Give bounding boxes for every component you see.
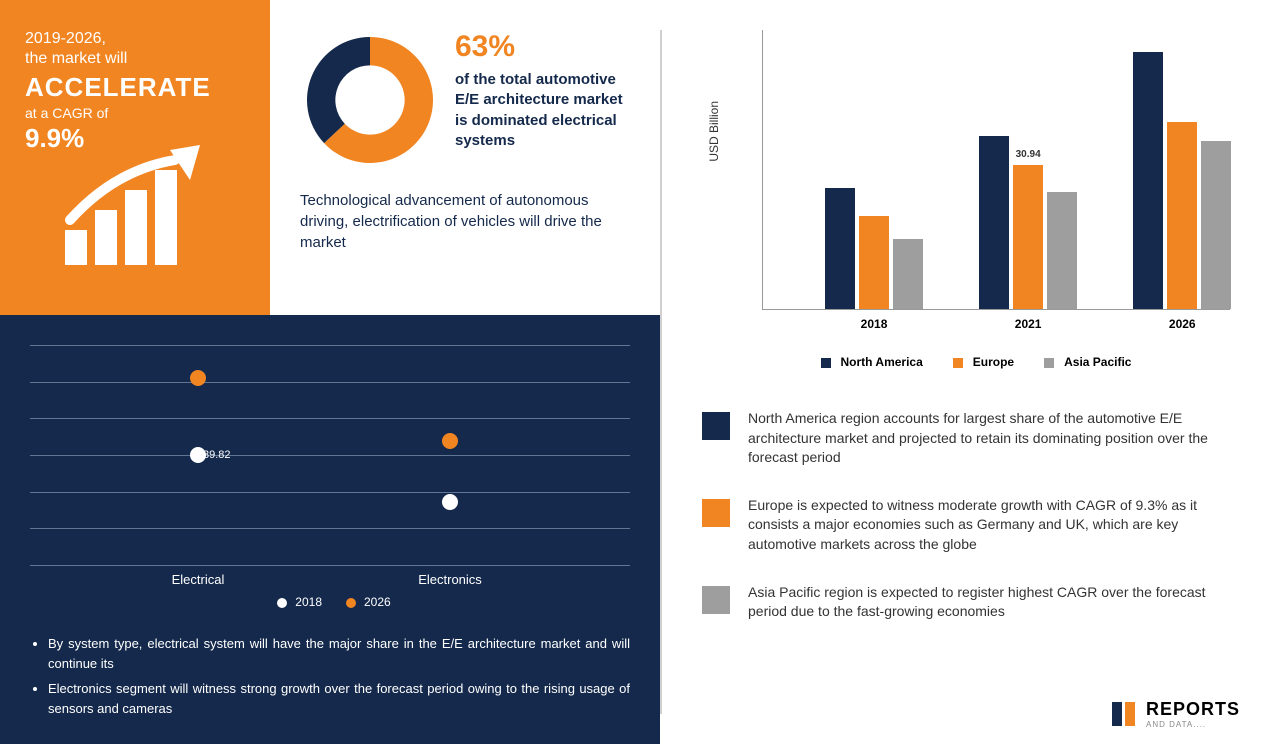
lollipop-point — [190, 370, 206, 386]
region-text: Asia Pacific region is expected to regis… — [748, 583, 1240, 622]
legend-item: Asia Pacific — [1034, 355, 1131, 369]
legend-item: 2026 — [338, 595, 391, 609]
bar-xlabel: 2026 — [1169, 317, 1196, 331]
logo-main: REPORTS — [1146, 699, 1240, 720]
bar — [1133, 52, 1163, 309]
legend-item: Europe — [943, 355, 1014, 369]
logo-icon — [1112, 702, 1140, 726]
region-text: North America region accounts for larges… — [748, 409, 1240, 468]
donut-text: 63% of the total automotive E/E architec… — [455, 30, 630, 151]
lollipop-value-label: 39.82 — [203, 449, 231, 461]
infographic-root: 2019-2026, the market will ACCELERATE at… — [0, 0, 1280, 744]
bar — [859, 216, 889, 309]
lollipop-point — [442, 494, 458, 510]
region-color-icon — [702, 412, 730, 440]
bar — [979, 136, 1009, 309]
lollipop-category: Electronics — [418, 572, 482, 587]
bar-group: 30.942021 — [973, 136, 1083, 309]
bar — [1201, 141, 1231, 309]
logo-sub: AND DATA.... — [1146, 720, 1240, 729]
region-color-icon — [702, 586, 730, 614]
bullet-item: Electronics segment will witness strong … — [48, 679, 630, 718]
donut-chart — [300, 30, 440, 170]
region-item: Asia Pacific region is expected to regis… — [702, 583, 1240, 622]
region-list: North America region accounts for larges… — [702, 409, 1240, 622]
tech-note: Technological advancement of autonomous … — [300, 190, 630, 253]
bullet-item: By system type, electrical system will h… — [48, 634, 630, 673]
period-text: 2019-2026, — [25, 30, 245, 48]
growth-arrow-icon — [55, 140, 215, 275]
legend-item: 2018 — [269, 595, 322, 609]
bar-xlabel: 2021 — [1015, 317, 1042, 331]
donut-percent: 63% — [455, 30, 630, 64]
logo-text-wrap: REPORTS AND DATA.... — [1146, 699, 1240, 729]
bar: 30.94 — [1013, 165, 1043, 309]
region-item: North America region accounts for larges… — [702, 409, 1240, 468]
right-column: USD Billion 201830.9420212026 North Amer… — [662, 0, 1280, 744]
lollipop-category: Electrical — [172, 572, 225, 587]
legend-item: North America — [811, 355, 923, 369]
region-item: Europe is expected to witness moderate g… — [702, 496, 1240, 555]
donut-panel: 63% of the total automotive E/E architec… — [270, 0, 660, 315]
donut-row: 63% of the total automotive E/E architec… — [300, 30, 630, 170]
lollipop-chart: 39.82ElectricalElectronics — [30, 345, 630, 565]
accelerate-panel: 2019-2026, the market will ACCELERATE at… — [0, 0, 270, 315]
bullet-list: By system type, electrical system will h… — [30, 634, 630, 718]
bar — [825, 188, 855, 309]
bar-ylabel: USD Billion — [707, 101, 721, 162]
left-column: 2019-2026, the market will ACCELERATE at… — [0, 0, 660, 744]
accelerate-title: ACCELERATE — [25, 72, 245, 103]
region-text: Europe is expected to witness moderate g… — [748, 496, 1240, 555]
bar-chart: USD Billion 201830.9420212026 — [762, 30, 1240, 340]
bar-group: 2018 — [819, 188, 929, 309]
lollipop-legend: 2018 2026 — [30, 595, 630, 609]
bar-xlabel: 2018 — [861, 317, 888, 331]
logo: REPORTS AND DATA.... — [1112, 699, 1240, 729]
top-row: 2019-2026, the market will ACCELERATE at… — [0, 0, 660, 315]
bar — [1167, 122, 1197, 309]
bar-area: 201830.9420212026 — [762, 30, 1230, 310]
bar — [893, 239, 923, 309]
bar-value-label: 30.94 — [1016, 149, 1041, 160]
lollipop-panel: 39.82ElectricalElectronics 20182026 By s… — [0, 315, 660, 744]
lollipop-point — [442, 433, 458, 449]
donut-desc: of the total automotive E/E architecture… — [455, 70, 630, 151]
bar — [1047, 192, 1077, 309]
cagr-label: at a CAGR of — [25, 105, 245, 121]
bar-group: 2026 — [1127, 52, 1237, 309]
bar-legend: North America Europe Asia Pacific — [702, 355, 1240, 369]
will-text: the market will — [25, 50, 245, 68]
region-color-icon — [702, 499, 730, 527]
